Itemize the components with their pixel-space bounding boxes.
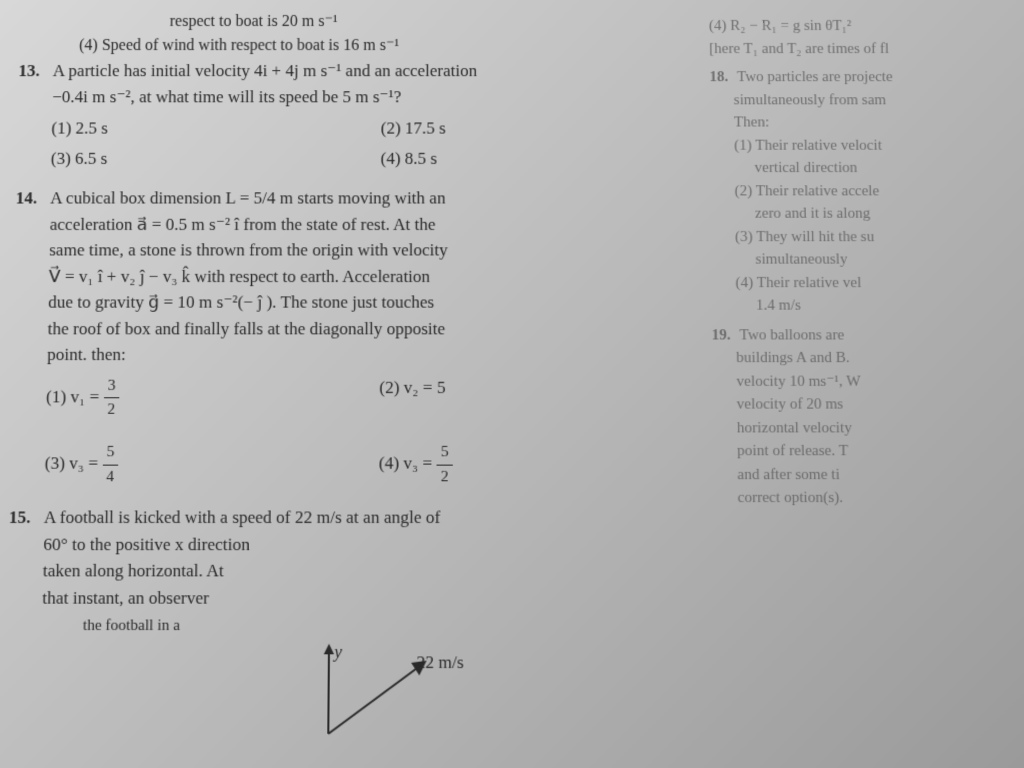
velocity-diagram: y 22 m/s	[297, 638, 483, 744]
option-2: (2) v₂ = 5	[379, 374, 692, 422]
partial-line: respect to boat is 20 m s⁻¹	[169, 10, 689, 34]
partial-opt: (4) R₂ − R₁ = g sin θT₁²	[709, 15, 1005, 38]
fraction: 5 4	[102, 441, 119, 490]
option-1: (1) v₁ = 3 2	[46, 374, 360, 422]
question-number: 13.	[18, 58, 49, 84]
question-number: 15.	[9, 504, 40, 531]
question-number: 14.	[15, 185, 46, 211]
fraction: 5 2	[437, 441, 453, 490]
partial-previous-question: respect to boat is 20 m s⁻¹ (4) Speed of…	[169, 10, 689, 58]
option-3: (3) 6.5 s	[51, 145, 361, 171]
velocity-label: 22 m/s	[417, 649, 464, 676]
option-4: (4) v₃ = 5 2	[379, 441, 693, 490]
partial-option4: (4) Speed of wind with respect to boat i…	[79, 34, 690, 58]
question-19: 19. Two balloons are buildings A and B. …	[712, 324, 1015, 510]
y-axis-label: y	[334, 638, 342, 665]
option-4: (4) 8.5 s	[381, 145, 691, 171]
options-13: (1) 2.5 s (2) 17.5 s (3) 6.5 s (4) 8.5 s	[51, 115, 691, 171]
question-text: A particle has initial velocity 4i + 4j …	[52, 58, 684, 109]
question-13: 13. A particle has initial velocity 4i +…	[16, 58, 690, 171]
options-14: (1) v₁ = 3 2 (2) v₂ = 5 (3) v₃ = 5 4 (4)…	[44, 374, 693, 490]
fraction: 3 2	[103, 374, 120, 422]
question-text: A football is kicked with a speed of 22 …	[39, 504, 689, 744]
option-1: (1) 2.5 s	[51, 115, 361, 141]
question-15: 15. A football is kicked with a speed of…	[4, 504, 695, 744]
question-18: 18. Two particles are projecte simultane…	[709, 66, 1010, 317]
option-2: (2) 17.5 s	[381, 115, 690, 141]
partial-note: [here T₁ and T₂ are times of fl	[709, 38, 1005, 61]
question-text: A cubical box dimension L = 5/4 m starts…	[47, 185, 686, 368]
right-cut-column: (4) R₂ − R₁ = g sin θT₁² [here T₁ and T₂…	[709, 10, 1015, 510]
option-3: (3) v₃ = 5 4	[44, 441, 358, 490]
question-14: 14. A cubical box dimension L = 5/4 m st…	[9, 185, 692, 490]
